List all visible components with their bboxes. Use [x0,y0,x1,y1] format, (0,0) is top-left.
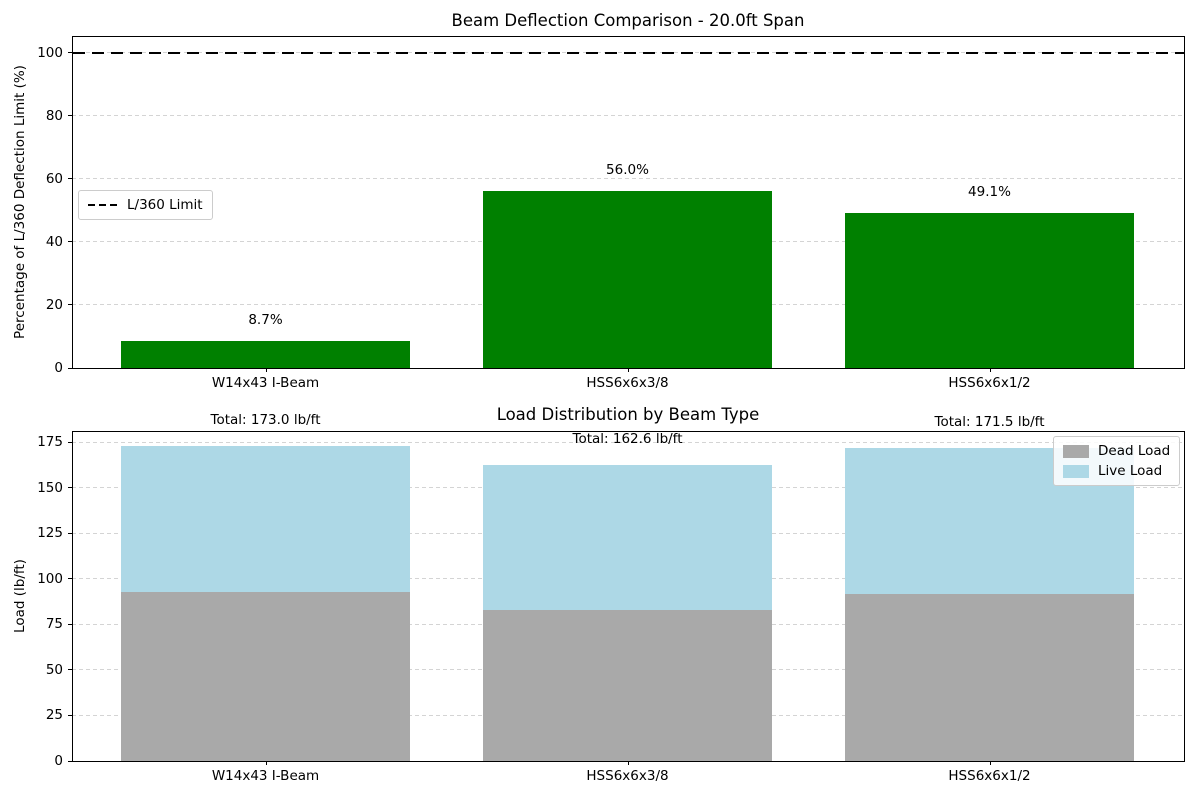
live-load-swatch [1063,464,1089,478]
limit-legend: L/360 Limit [78,190,213,220]
total-label: Total: 173.0 lb/ft [210,411,321,428]
y-tick-mark [68,714,72,716]
y-tick-mark [68,578,72,580]
legend-entry: Live Load [1063,461,1170,481]
y-tick-mark [68,760,72,762]
category-label: HSS6x6x3/8 [586,768,669,784]
y-tick-label: 0 [54,753,63,769]
legend-entry: Dead Load [1063,441,1170,461]
y-tick-label: 0 [54,360,63,376]
grid-line [72,441,1185,443]
y-tick-mark [68,487,72,489]
category-label: HSS6x6x3/8 [586,375,669,391]
x-tick-mark [627,761,629,765]
bar-segment [121,445,410,592]
bar-segment [483,610,772,761]
x-tick-mark [627,368,629,372]
load-legend: Dead Load Live Load [1053,436,1181,486]
y-tick-label: 175 [37,434,63,451]
y-tick-mark [68,669,72,671]
y-tick-label: 60 [45,170,63,187]
legend-label: L/360 Limit [127,197,203,213]
grid-line [72,178,1185,180]
limit-line [73,51,1184,54]
legend-label: Live Load [1098,463,1163,479]
bar-value-label: 56.0% [606,162,649,179]
y-tick-mark [68,623,72,625]
load-y-axis-label: Load (lb/ft) [12,559,28,633]
category-label: W14x43 I-Beam [211,768,320,784]
x-tick-mark [265,368,267,372]
y-tick-mark [68,115,72,117]
bar [845,213,1134,368]
y-tick-mark [68,178,72,180]
y-tick-label: 125 [37,525,63,542]
bar [121,340,410,368]
bar [483,191,772,368]
x-tick-mark [989,761,991,765]
y-tick-label: 50 [45,661,63,678]
y-tick-label: 25 [45,707,63,724]
deflection-y-axis-label: Percentage of L/360 Deflection Limit (%) [12,65,28,339]
category-label: W14x43 I-Beam [211,375,320,391]
y-tick-mark [68,532,72,534]
dead-load-swatch [1063,444,1089,458]
total-label: Total: 162.6 lb/ft [572,430,683,447]
deflection-chart-title: Beam Deflection Comparison - 20.0ft Span [451,11,805,30]
x-tick-mark [989,368,991,372]
y-tick-label: 75 [45,616,63,633]
x-tick-mark [265,761,267,765]
category-label: HSS6x6x1/2 [948,375,1031,391]
y-tick-mark [68,304,72,306]
bar-value-label: 49.1% [968,184,1011,201]
y-tick-label: 20 [45,296,63,313]
y-tick-mark [68,52,72,54]
bar-segment [845,594,1134,761]
y-tick-label: 80 [45,107,63,124]
y-tick-label: 150 [37,479,63,496]
y-tick-mark [68,241,72,243]
y-tick-label: 100 [37,44,63,61]
legend-label: Dead Load [1098,443,1171,459]
category-label: HSS6x6x1/2 [948,768,1031,784]
y-tick-mark [68,367,72,369]
bar-segment [121,591,410,761]
grid-line [72,115,1185,117]
bar-value-label: 8.7% [248,311,283,328]
dashed-line-swatch [88,204,118,206]
total-label: Total: 171.5 lb/ft [934,414,1045,431]
y-tick-label: 100 [37,570,63,587]
y-tick-mark [68,441,72,443]
bar-segment [483,464,772,611]
legend-entry: L/360 Limit [88,195,203,215]
y-tick-label: 40 [45,233,63,250]
load-chart-title: Load Distribution by Beam Type [496,405,760,424]
